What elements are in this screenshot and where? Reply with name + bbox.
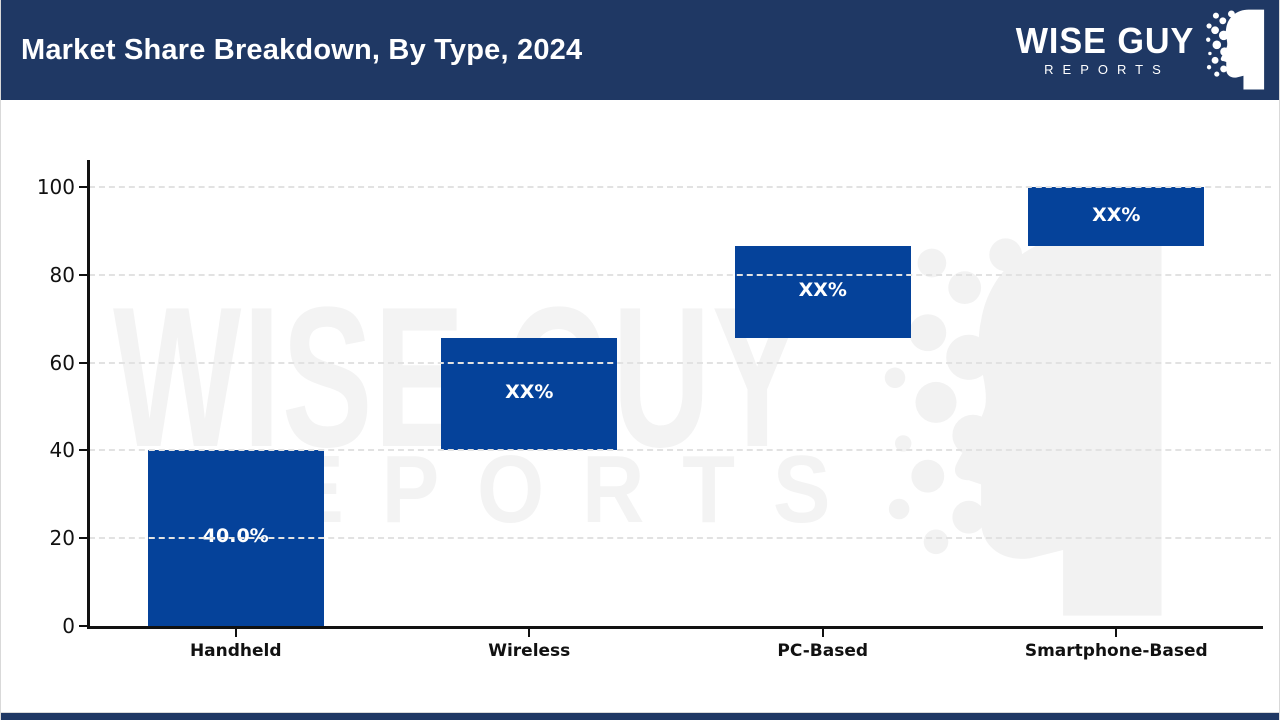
y-tick-mark xyxy=(79,537,88,540)
y-tick-mark xyxy=(79,625,88,627)
x-tick-mark xyxy=(528,629,531,637)
y-tick-mark xyxy=(79,361,88,364)
y-tick-label: 100 xyxy=(36,175,75,199)
bar-value-label: XX% xyxy=(505,381,554,404)
y-tick-label: 40 xyxy=(49,438,75,463)
gridline-100 xyxy=(89,186,1271,188)
x-tick-mark xyxy=(234,629,237,637)
bar-wireless: XX% xyxy=(441,338,618,451)
y-tick-label: 20 xyxy=(49,526,75,551)
watermark-face-icon xyxy=(884,234,1162,616)
y-tick-label: 0 xyxy=(62,614,75,638)
bar-pc-based: XX% xyxy=(734,246,911,339)
gridline-60 xyxy=(89,361,1271,364)
y-tick-mark xyxy=(79,273,88,276)
x-axis-line xyxy=(87,626,1263,629)
x-category-label: Smartphone-Based xyxy=(1024,641,1208,661)
gridline-40 xyxy=(89,449,1271,452)
x-category-label: Handheld xyxy=(189,641,282,661)
gridline-20 xyxy=(89,537,1271,540)
x-category-label: PC-Based xyxy=(777,641,869,661)
logo-text: WISE GUY REPORTS xyxy=(1011,20,1199,78)
y-tick-mark xyxy=(79,186,88,188)
x-category-label: Wireless xyxy=(488,641,571,661)
y-axis-line xyxy=(87,160,90,628)
bar-value-label: XX% xyxy=(1092,203,1141,226)
bottom-border xyxy=(1,712,1279,713)
footer-bar xyxy=(1,713,1279,720)
wise-guy-logo: WISE GUY REPORTS xyxy=(1011,6,1267,94)
page-title: Market Share Breakdown, By Type, 2024 xyxy=(21,33,583,66)
x-tick-mark xyxy=(1115,629,1118,637)
logo-reports-text: REPORTS xyxy=(1044,62,1170,77)
gridline-80 xyxy=(89,273,1271,276)
logo-face-icon xyxy=(1206,9,1265,90)
bar-value-label: XX% xyxy=(798,279,847,302)
x-tick-mark xyxy=(821,629,824,637)
bar-smartphone-based: XX% xyxy=(1028,187,1205,247)
y-tick-mark xyxy=(79,449,88,452)
bar-value-label: 40.0% xyxy=(202,525,269,548)
logo-wiseguy-text: WISE GUY xyxy=(1015,20,1195,61)
y-tick-label: 80 xyxy=(49,262,75,287)
header-bar: Market Share Breakdown, By Type, 2024 WI… xyxy=(1,0,1279,100)
y-tick-label: 60 xyxy=(49,350,75,375)
